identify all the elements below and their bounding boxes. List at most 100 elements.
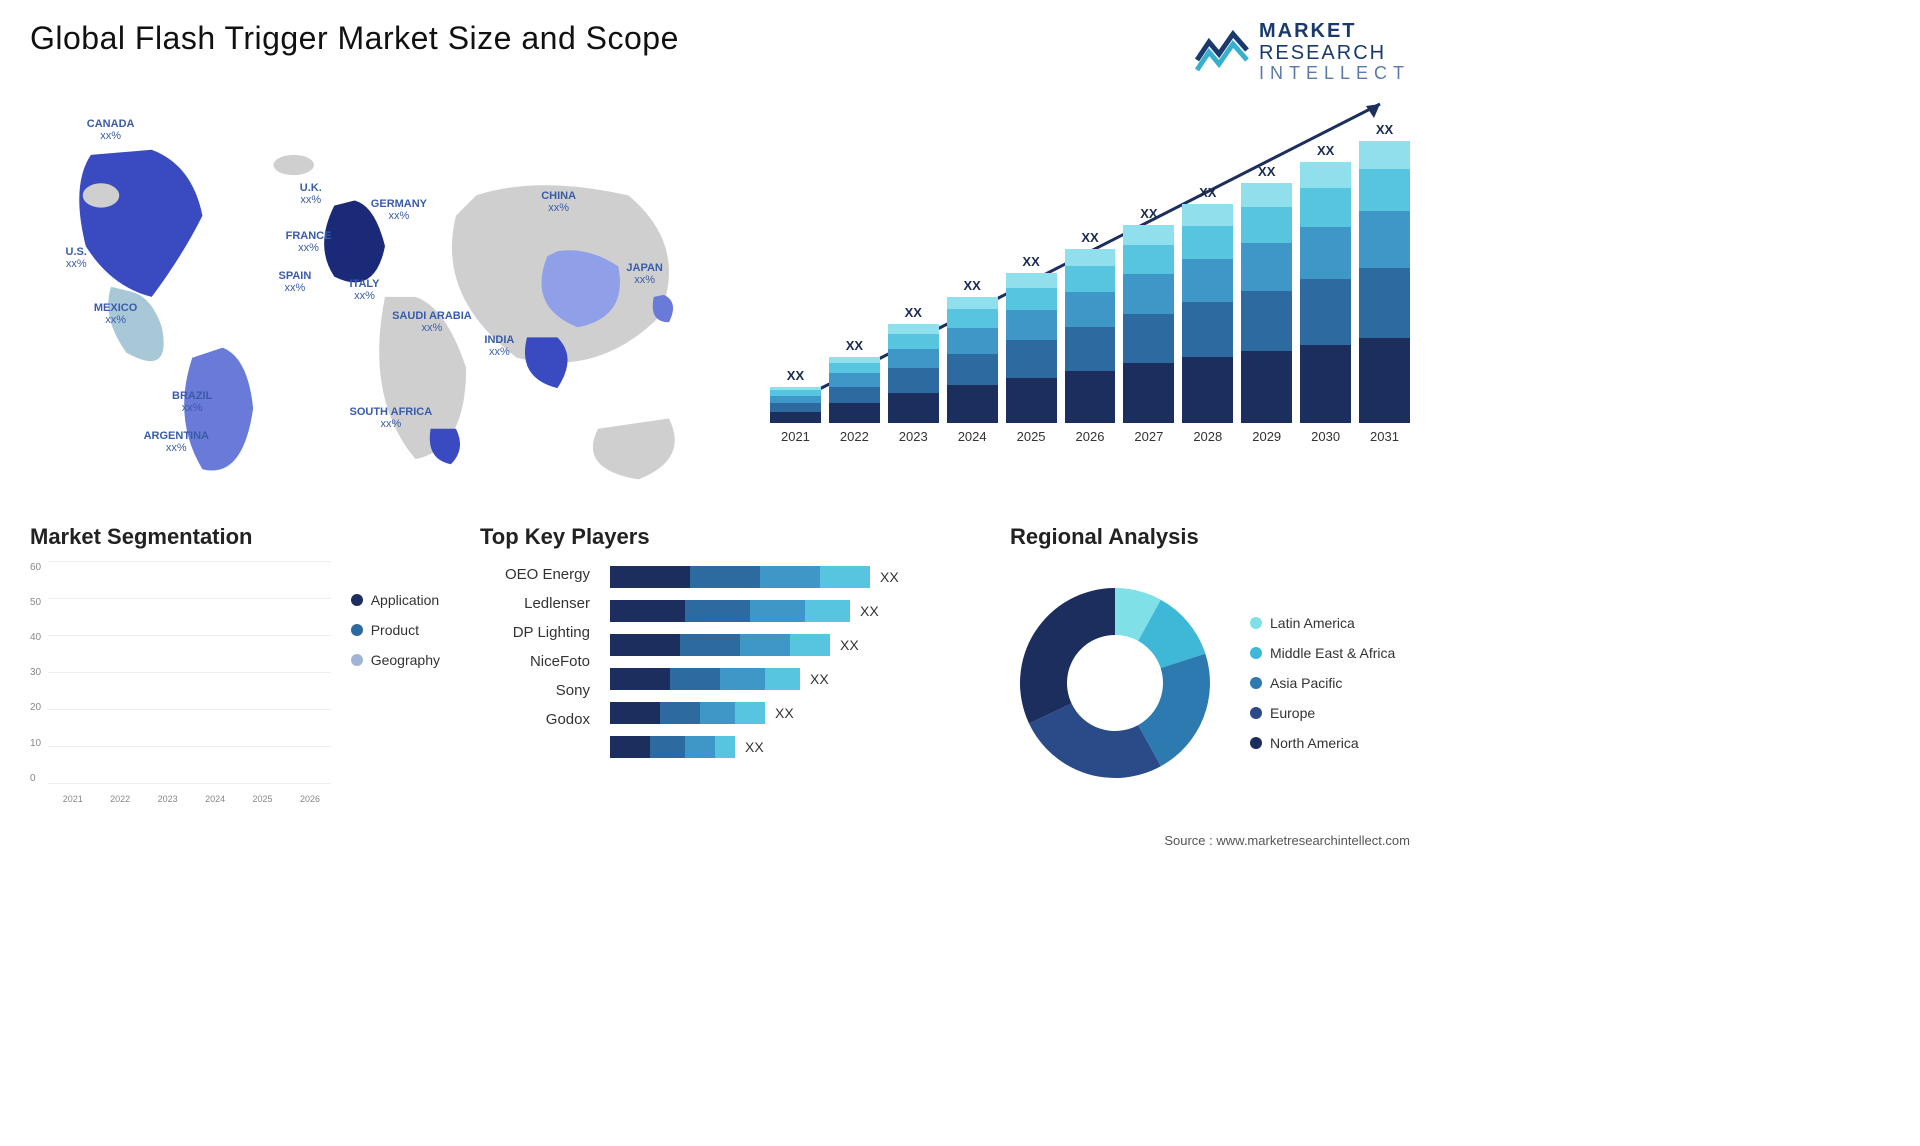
legend-item: Europe — [1250, 705, 1395, 721]
player-name: Godox — [480, 711, 590, 728]
growth-bar-label: XX — [1317, 143, 1334, 158]
legend-label: Geography — [371, 652, 440, 668]
growth-bar-label: XX — [964, 278, 981, 293]
player-value: XX — [860, 603, 879, 619]
brand-mark-icon — [1195, 30, 1249, 74]
legend-item: Latin America — [1250, 615, 1395, 631]
legend-label: North America — [1270, 735, 1359, 751]
growth-bar-year: 2031 — [1370, 429, 1399, 444]
growth-bar-year: 2024 — [958, 429, 987, 444]
country-label: BRAZILxx% — [172, 390, 212, 414]
legend-item: Product — [351, 622, 440, 638]
player-name: Ledlenser — [480, 595, 590, 612]
legend-dot-icon — [1250, 707, 1262, 719]
growth-bar-year: 2029 — [1252, 429, 1281, 444]
player-name: Sony — [480, 682, 590, 699]
country-label: U.K.xx% — [300, 182, 322, 206]
brand-line3: INTELLECT — [1259, 64, 1410, 84]
country-label: JAPANxx% — [626, 262, 662, 286]
source-text: Source : www.marketresearchintellect.com — [1164, 833, 1410, 848]
legend-label: Application — [371, 592, 440, 608]
legend-dot-icon — [351, 594, 363, 606]
main-row: CANADAxx%U.S.xx%MEXICOxx%BRAZILxx%ARGENT… — [30, 94, 1410, 494]
growth-bar-year: 2026 — [1076, 429, 1105, 444]
growth-bar: XX 2027 — [1123, 206, 1174, 444]
growth-bar-year: 2023 — [899, 429, 928, 444]
growth-bar: XX 2021 — [770, 368, 821, 444]
legend-label: Asia Pacific — [1270, 675, 1342, 691]
legend-dot-icon — [351, 654, 363, 666]
country-label: INDIAxx% — [484, 334, 514, 358]
player-value: XX — [810, 671, 829, 687]
brand-logo: MARKET RESEARCH INTELLECT — [1195, 20, 1410, 84]
segmentation-title: Market Segmentation — [30, 524, 440, 550]
world-map-icon — [30, 94, 740, 500]
player-name: DP Lighting — [480, 624, 590, 641]
segmentation-chart: 0102030405060 202120222023202420252026 — [30, 562, 331, 804]
country-label: SPAINxx% — [279, 270, 312, 294]
region-panel: Regional Analysis Latin America Middle Ea… — [1010, 524, 1410, 804]
brand-line1: MARKET — [1259, 20, 1410, 42]
growth-bar-label: XX — [1140, 206, 1157, 221]
legend-item: Asia Pacific — [1250, 675, 1395, 691]
growth-bar: XX 2024 — [947, 278, 998, 444]
region-donut — [1010, 578, 1220, 788]
region-legend: Latin America Middle East & Africa Asia Pa… — [1250, 615, 1395, 751]
player-bar: XX — [610, 634, 970, 656]
legend-dot-icon — [1250, 647, 1262, 659]
growth-bar: XX 2022 — [829, 338, 880, 444]
growth-bar: XX 2026 — [1065, 230, 1116, 444]
legend-item: North America — [1250, 735, 1395, 751]
world-map-panel: CANADAxx%U.S.xx%MEXICOxx%BRAZILxx%ARGENT… — [30, 94, 740, 494]
player-value: XX — [745, 739, 764, 755]
country-label: SOUTH AFRICAxx% — [350, 406, 433, 430]
country-label: GERMANYxx% — [371, 198, 427, 222]
growth-bar-label: XX — [1022, 254, 1039, 269]
player-bar: XX — [610, 600, 970, 622]
players-bars: XX XX XX XX XX XX — [610, 562, 970, 804]
legend-label: Europe — [1270, 705, 1315, 721]
player-bar: XX — [610, 566, 970, 588]
growth-bar: XX 2029 — [1241, 164, 1292, 444]
growth-bar: XX 2028 — [1182, 185, 1233, 444]
legend-dot-icon — [1250, 677, 1262, 689]
country-label: ARGENTINAxx% — [144, 430, 209, 454]
player-bar: XX — [610, 702, 970, 724]
growth-bar: XX 2030 — [1300, 143, 1351, 444]
growth-bar-year: 2022 — [840, 429, 869, 444]
growth-bar-label: XX — [1376, 122, 1393, 137]
growth-bar-label: XX — [1258, 164, 1275, 179]
player-name: NiceFoto — [480, 653, 590, 670]
legend-label: Product — [371, 622, 419, 638]
header-row: Global Flash Trigger Market Size and Sco… — [30, 20, 1410, 84]
players-panel: Top Key Players OEO EnergyLedlenserDP Li… — [480, 524, 970, 804]
brand-line2: RESEARCH — [1259, 42, 1410, 64]
growth-bar-year: 2030 — [1311, 429, 1340, 444]
growth-bar-label: XX — [846, 338, 863, 353]
country-label: CANADAxx% — [87, 118, 135, 142]
growth-bar-year: 2027 — [1134, 429, 1163, 444]
growth-bar: XX2025 — [1006, 254, 1057, 444]
growth-bar-year: 2021 — [781, 429, 810, 444]
growth-bar-label: XX — [1199, 185, 1216, 200]
country-label: FRANCExx% — [286, 230, 332, 254]
legend-item: Middle East & Africa — [1250, 645, 1395, 661]
donut-slice — [1029, 703, 1161, 778]
player-value: XX — [775, 705, 794, 721]
growth-bar: XX 2023 — [888, 305, 939, 444]
growth-bar-label: XX — [787, 368, 804, 383]
players-title: Top Key Players — [480, 524, 970, 550]
player-value: XX — [880, 569, 899, 585]
region-title: Regional Analysis — [1010, 524, 1410, 550]
country-label: MEXICOxx% — [94, 302, 137, 326]
legend-label: Middle East & Africa — [1270, 645, 1395, 661]
segmentation-panel: Market Segmentation 0102030405060 202120… — [30, 524, 440, 804]
player-value: XX — [840, 637, 859, 653]
growth-bar-label: XX — [1081, 230, 1098, 245]
growth-bar-label: XX — [905, 305, 922, 320]
legend-label: Latin America — [1270, 615, 1355, 631]
growth-bar-year: 2028 — [1193, 429, 1222, 444]
bottom-row: Market Segmentation 0102030405060 202120… — [30, 524, 1410, 804]
legend-item: Application — [351, 592, 440, 608]
country-label: CHINAxx% — [541, 190, 576, 214]
